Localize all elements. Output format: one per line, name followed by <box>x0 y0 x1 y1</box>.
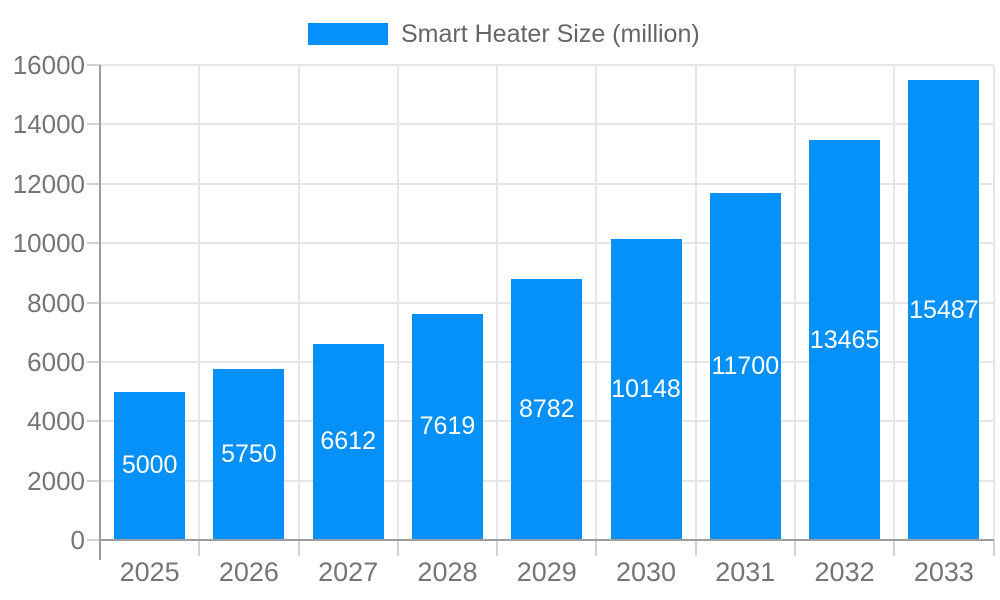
x-axis-label: 2031 <box>715 557 776 587</box>
x-tick <box>694 540 697 556</box>
bar-value-label: 11700 <box>711 351 780 380</box>
legend-swatch <box>308 23 388 45</box>
y-tick <box>87 182 100 185</box>
x-axis-label: 2033 <box>913 557 974 587</box>
x-axis-label: 2028 <box>417 557 478 587</box>
bar[interactable]: 7619 <box>411 313 483 540</box>
y-axis-label: 0 <box>70 525 85 555</box>
x-axis-label: 2025 <box>119 557 180 587</box>
x-tick <box>992 540 995 556</box>
y-tick <box>87 64 100 66</box>
bar-value-label: 13465 <box>809 325 880 354</box>
bar-value-label: 5750 <box>221 440 277 469</box>
bar[interactable]: 6612 <box>312 343 384 540</box>
bar-value-label: 10148 <box>611 374 681 403</box>
y-axis-label: 10000 <box>12 228 85 259</box>
x-tick <box>198 540 201 556</box>
x-axis-label: 2027 <box>318 557 379 587</box>
y-axis-label: 16000 <box>12 50 85 80</box>
v-gridline <box>694 65 697 540</box>
h-gridline <box>100 182 994 185</box>
x-axis-label: 2032 <box>814 557 875 587</box>
v-gridline <box>893 65 896 540</box>
y-tick <box>87 539 100 541</box>
legend-label: Smart Heater Size (million) <box>401 20 700 48</box>
y-tick <box>87 479 100 482</box>
y-axis-label: 4000 <box>27 406 85 437</box>
y-tick <box>87 242 100 245</box>
x-tick <box>297 540 300 556</box>
y-tick <box>87 420 100 423</box>
v-gridline <box>595 65 598 540</box>
bar[interactable]: 11700 <box>709 192 781 540</box>
y-axis-label: 6000 <box>27 346 85 377</box>
v-gridline <box>297 65 300 540</box>
v-gridline <box>396 65 399 540</box>
h-gridline <box>100 242 994 245</box>
bar[interactable]: 8782 <box>511 279 583 540</box>
y-axis-line <box>99 65 101 560</box>
v-gridline <box>496 65 499 540</box>
bar[interactable]: 5750 <box>213 369 285 540</box>
y-tick <box>87 360 100 363</box>
bar-value-label: 8782 <box>518 395 575 424</box>
bar[interactable]: 13465 <box>809 140 881 540</box>
h-gridline <box>100 123 994 126</box>
x-axis-line <box>100 539 994 541</box>
y-axis-label: 2000 <box>27 465 85 496</box>
bar[interactable]: 5000 <box>114 391 186 540</box>
bar-value-label: 6612 <box>320 427 376 456</box>
x-axis-label: 2026 <box>218 557 279 587</box>
y-axis-label: 14000 <box>12 109 85 140</box>
bar-value-label: 7619 <box>419 412 476 441</box>
x-axis-label: 2030 <box>615 557 677 587</box>
y-tick <box>87 123 100 126</box>
x-tick <box>893 540 896 556</box>
x-axis-label: 2029 <box>516 557 577 587</box>
x-tick <box>396 540 399 556</box>
x-tick <box>595 540 598 556</box>
legend[interactable]: Smart Heater Size (million) <box>308 20 700 48</box>
x-tick <box>793 540 796 556</box>
v-gridline <box>992 65 995 540</box>
y-axis-label: 8000 <box>27 287 85 318</box>
bar-value-label: 5000 <box>121 451 178 480</box>
v-gridline <box>198 65 201 540</box>
bar-value-label: 15487 <box>909 295 979 324</box>
bar[interactable]: 15487 <box>908 80 980 540</box>
y-axis-label: 12000 <box>12 168 85 199</box>
x-tick <box>496 540 499 556</box>
y-tick <box>87 301 100 304</box>
h-gridline <box>100 64 994 66</box>
v-gridline <box>793 65 796 540</box>
bar[interactable]: 10148 <box>610 238 682 540</box>
